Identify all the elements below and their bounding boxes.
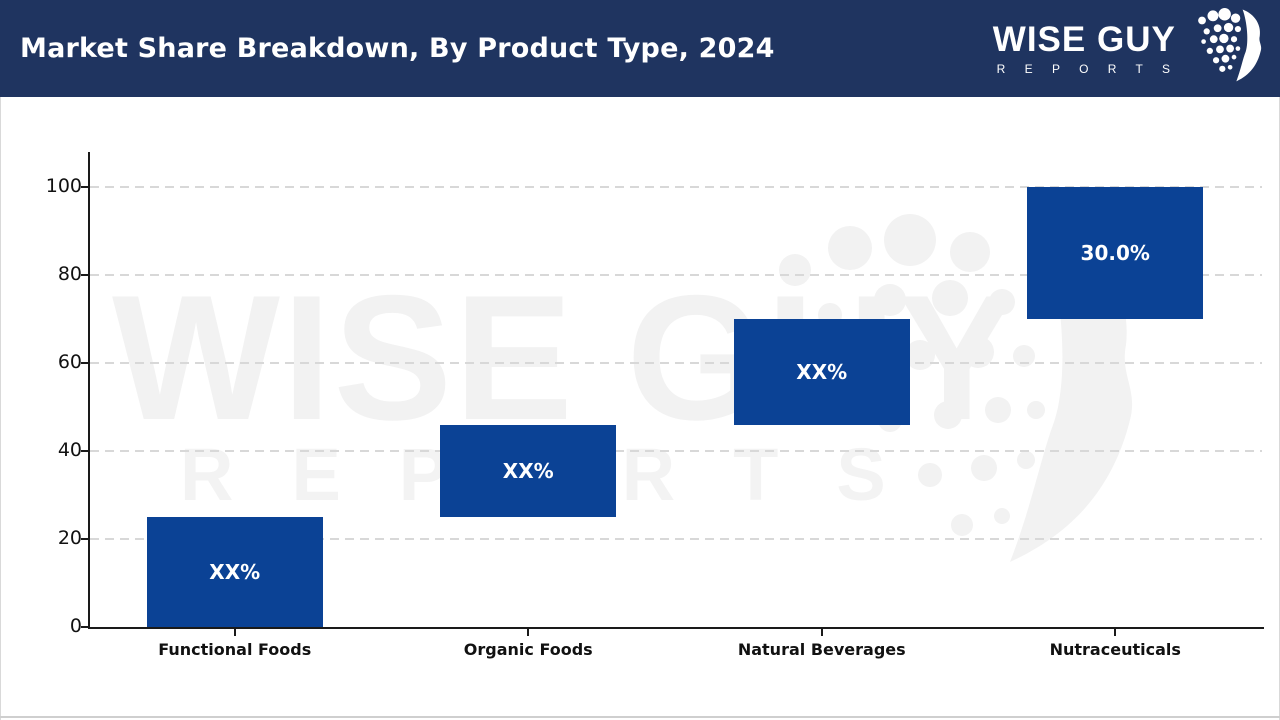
y-axis-spine: [88, 152, 90, 629]
y-tick-mark: [81, 626, 88, 628]
y-tick-label: 0: [69, 615, 82, 637]
x-tick-mark: [233, 629, 236, 636]
logo-text: WISE GUY R E P O R T S: [991, 22, 1178, 75]
x-category-label: Functional Foods: [158, 640, 312, 659]
bottom-edge-line: [0, 716, 1280, 718]
x-axis-spine: [88, 627, 1264, 629]
waterfall-bar: 30.0%: [1027, 187, 1204, 319]
x-category-label: Organic Foods: [463, 640, 593, 659]
waterfall-bar: XX%: [146, 517, 323, 627]
page-title: Market Share Breakdown, By Product Type,…: [20, 33, 775, 64]
y-tick-label: 100: [45, 175, 82, 197]
x-category-label: Natural Beverages: [737, 640, 906, 659]
logo-subtitle: R E P O R T S: [996, 62, 1178, 76]
logo-wordmark: WISE GUY: [992, 20, 1176, 59]
bar-value-label: 30.0%: [1080, 241, 1150, 265]
y-tick-mark: [81, 362, 88, 364]
x-tick-mark: [527, 629, 530, 636]
y-tick-mark: [81, 186, 88, 188]
y-tick-mark: [81, 274, 88, 276]
x-tick-mark: [820, 629, 823, 636]
y-tick-label: 40: [57, 439, 82, 461]
waterfall-bar: XX%: [733, 319, 910, 425]
left-edge-line: [0, 97, 1, 720]
gridline: [90, 538, 1262, 540]
x-tick-mark: [1114, 629, 1117, 636]
y-tick-label: 60: [57, 351, 82, 373]
waterfall-bar: XX%: [440, 424, 617, 517]
y-tick-label: 80: [57, 263, 82, 285]
bar-value-label: XX%: [502, 458, 554, 483]
bar-value-label: XX%: [796, 359, 848, 384]
y-tick-mark: [81, 538, 88, 540]
gridline: [90, 274, 1262, 276]
y-tick-label: 20: [57, 527, 82, 549]
header-banner: Market Share Breakdown, By Product Type,…: [0, 0, 1280, 97]
gridline: [90, 362, 1262, 364]
gridline: [90, 450, 1262, 452]
bar-value-label: XX%: [209, 560, 261, 584]
face-dots-icon: [1188, 7, 1266, 91]
y-tick-mark: [81, 450, 88, 452]
gridline: [90, 186, 1262, 188]
x-category-label: Nutraceuticals: [1049, 640, 1181, 659]
wiseguy-logo: WISE GUY R E P O R T S: [991, 7, 1280, 91]
